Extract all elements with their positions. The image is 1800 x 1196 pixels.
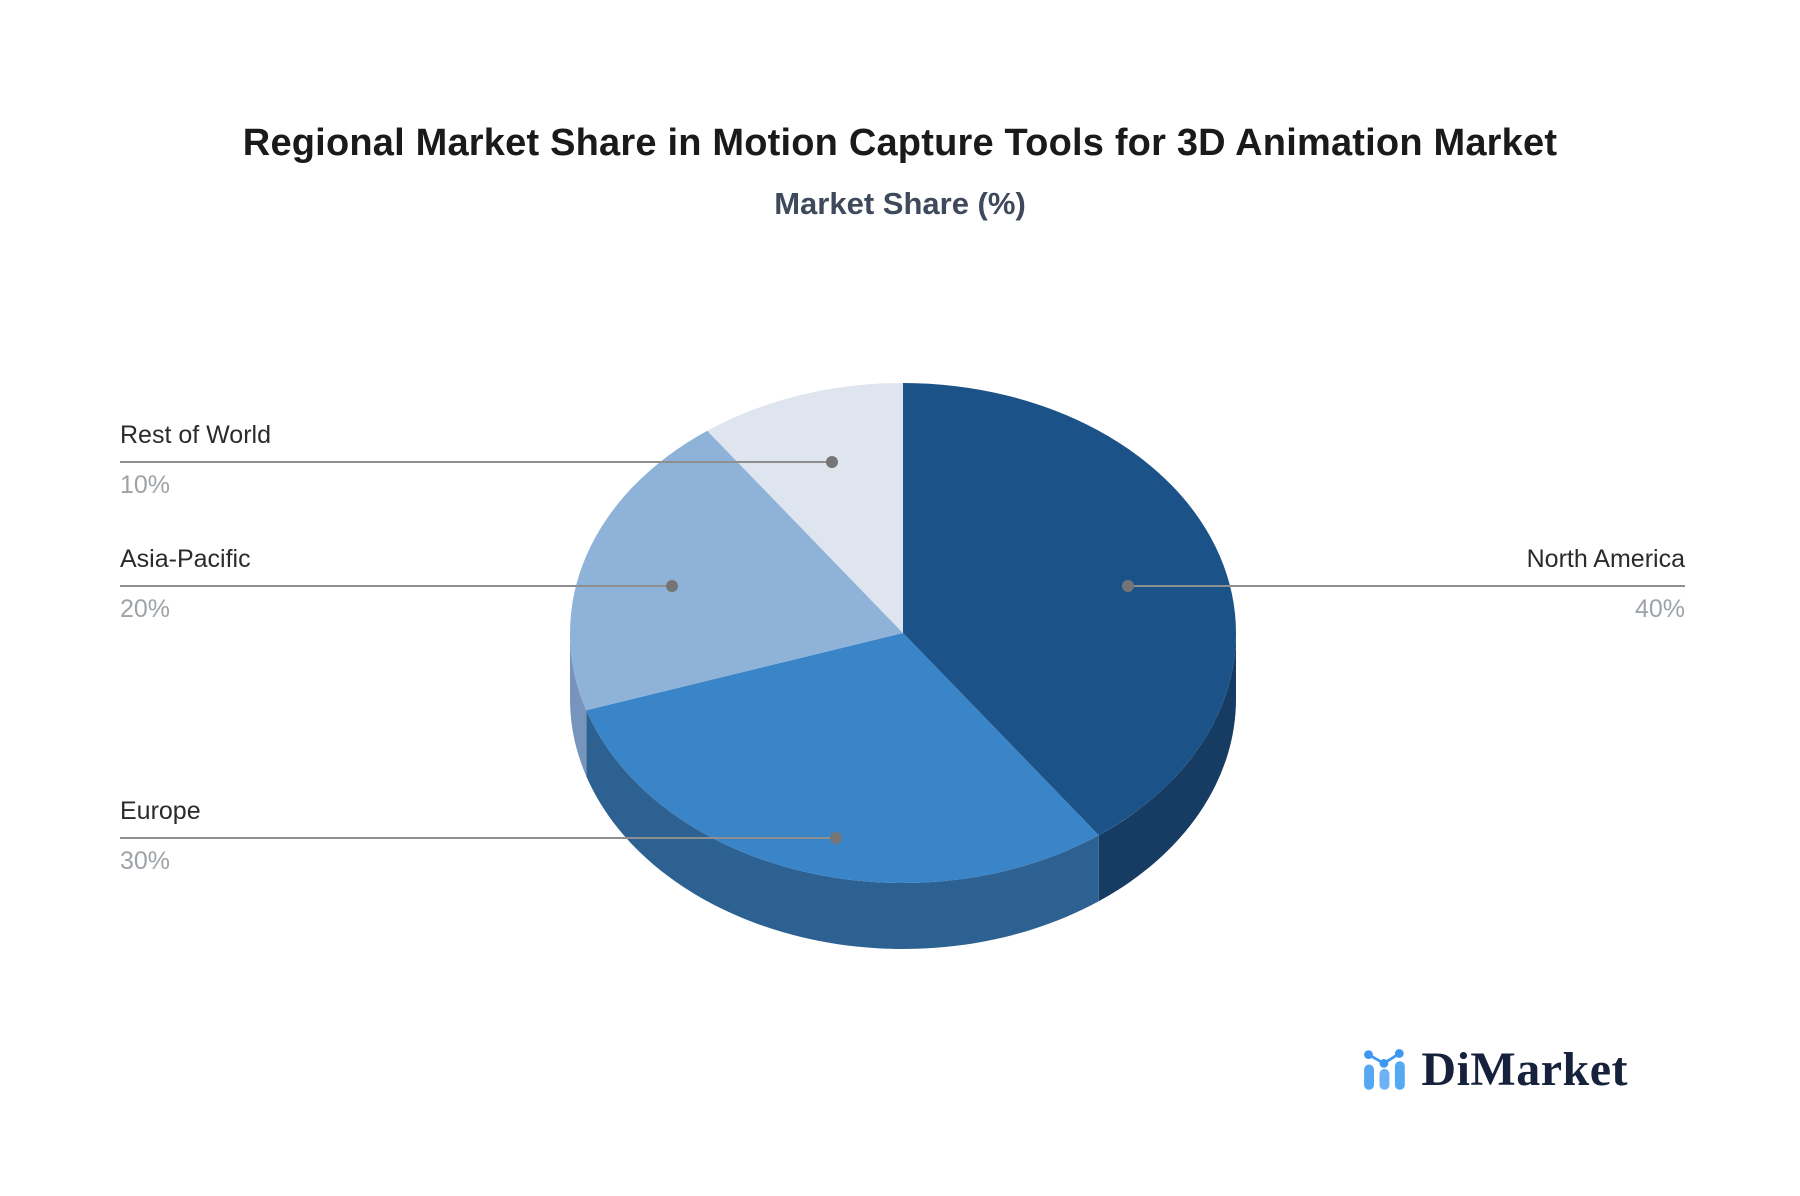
callout-rest-of-world: Rest of World 10% [120, 420, 680, 500]
callout-value: 10% [120, 471, 171, 499]
pie-side-europe [586, 710, 1099, 950]
pie-slice-north-america[interactable] [903, 383, 1237, 836]
callout-europe: Europe 30% [120, 796, 680, 876]
callout-asia-pacific: Asia-Pacific 20% [120, 544, 680, 624]
chart-subtitle: Market Share (%) [774, 186, 1026, 221]
pie-slice-europe[interactable] [586, 633, 1099, 884]
pie-slice-asia-pacific[interactable] [570, 430, 903, 711]
callout-value: 30% [120, 847, 171, 875]
mini-bar-chart-icon [1364, 1048, 1406, 1090]
pie-side-north-america [1098, 633, 1236, 902]
callout-label: Asia-Pacific [120, 545, 251, 573]
brand-logo: DiMarket [1363, 1042, 1628, 1097]
callout-label: Europe [120, 797, 201, 825]
leader-dot-asia-pacific [666, 580, 678, 592]
callout-north-america: North America 40% [1125, 544, 1685, 624]
leader-dot-north-america [1122, 580, 1134, 592]
callout-label: North America [1526, 545, 1685, 573]
leader-dot-europe [830, 832, 842, 844]
callout-label: Rest of World [120, 421, 271, 449]
leader-dot-rest-of-world [826, 456, 838, 468]
pie-side-asia-pacific [570, 633, 587, 777]
pie-slice-rest-of-world[interactable] [707, 383, 903, 633]
brand-name: DiMarket [1421, 1043, 1628, 1096]
callout-value: 20% [120, 595, 171, 623]
callout-value: 40% [1634, 595, 1685, 623]
chart-title: Regional Market Share in Motion Capture … [242, 122, 1558, 164]
